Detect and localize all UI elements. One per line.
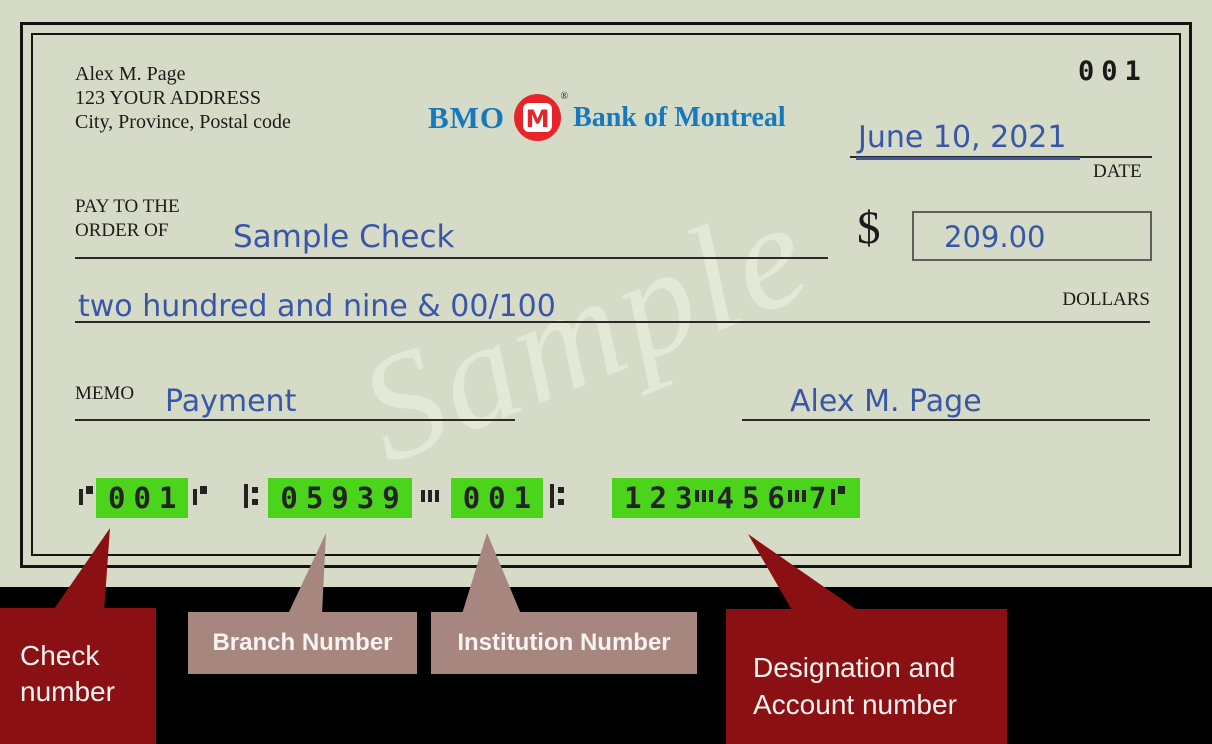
pay-to-label-line2: ORDER OF <box>75 220 169 241</box>
registered-trademark-symbol: ® <box>560 91 569 102</box>
payee-line <box>75 257 828 259</box>
amount-box: 209.00 <box>912 211 1152 261</box>
callout-check-number-line1: Check <box>20 640 100 671</box>
dollars-label: DOLLARS <box>1062 289 1150 310</box>
micr-onus-icon <box>829 482 846 515</box>
amount-numeric: 209.00 <box>944 220 1046 254</box>
callout-branch-number-label: Branch Number <box>212 629 393 656</box>
dollar-sign: $ <box>857 202 881 254</box>
check-outer-border <box>20 22 1192 568</box>
bmo-medallion-icon: M ® <box>514 91 568 141</box>
micr-institution-number-highlight: 001 <box>450 478 544 518</box>
micr-dash-icon <box>787 482 806 515</box>
date-label: DATE <box>1093 161 1142 182</box>
micr-branch-number-highlight: 05939 <box>268 478 412 518</box>
check-inner-border <box>31 33 1181 556</box>
micr-account-part3: 7 <box>808 481 835 515</box>
amount-words: two hundred and nine & 00/100 <box>78 289 556 324</box>
callout-account-number: Designation and Account number <box>726 609 1007 744</box>
pay-to-label-line1: PAY TO THE <box>75 196 180 217</box>
amount-words-line <box>75 321 1150 323</box>
micr-onus-icon <box>77 482 93 515</box>
micr-line: 001 05939 001 123 456 <box>74 477 861 519</box>
memo-line <box>75 419 515 421</box>
callout-check-number: Check number <box>0 608 156 744</box>
signature-line <box>742 419 1150 421</box>
micr-account-part2: 456 <box>716 481 793 515</box>
bmo-monogram: M <box>525 105 550 132</box>
bmo-medallion-plate: M <box>523 103 553 132</box>
callout-institution-number: Institution Number <box>431 612 697 674</box>
micr-institution-number: 001 <box>462 481 540 515</box>
micr-check-number-highlight: 001 <box>96 478 189 518</box>
payer-name: Alex M. Page <box>75 63 186 85</box>
bmo-wordmark: BMO <box>428 99 506 135</box>
bmo-logo: BMO M ® Bank of Montreal <box>428 91 786 141</box>
callout-check-number-line2: number <box>20 676 115 707</box>
micr-transit-icon <box>549 482 565 515</box>
micr-dash-icon <box>695 482 714 515</box>
micr-onus-icon <box>191 482 208 515</box>
memo-label: MEMO <box>75 383 135 404</box>
callout-branch-number: Branch Number <box>188 612 417 674</box>
signature-value: Alex M. Page <box>790 384 982 419</box>
check-number-top: 001 <box>1078 56 1148 87</box>
callout-institution-number-label: Institution Number <box>457 629 671 656</box>
callout-account-number-line1: Designation and <box>753 652 956 683</box>
micr-transit-icon <box>243 482 259 515</box>
bank-full-name: Bank of Montreal <box>573 101 786 133</box>
micr-account-part1: 123 <box>624 481 701 515</box>
micr-dash-icon <box>420 482 439 515</box>
callout-account-number-line2: Account number <box>753 689 957 720</box>
payer-block: Alex M. Page 123 YOUR ADDRESS City, Prov… <box>75 62 291 134</box>
micr-account-number-highlight: 123 456 7 <box>612 478 861 518</box>
micr-check-number: 001 <box>108 481 185 515</box>
micr-branch-number: 05939 <box>280 481 408 515</box>
payer-address-line2: City, Province, Postal code <box>75 111 291 133</box>
payer-address-line1: 123 YOUR ADDRESS <box>75 87 261 109</box>
date-value: June 10, 2021 <box>856 120 1081 160</box>
payee-value: Sample Check <box>233 219 455 255</box>
memo-value: Payment <box>165 384 297 419</box>
